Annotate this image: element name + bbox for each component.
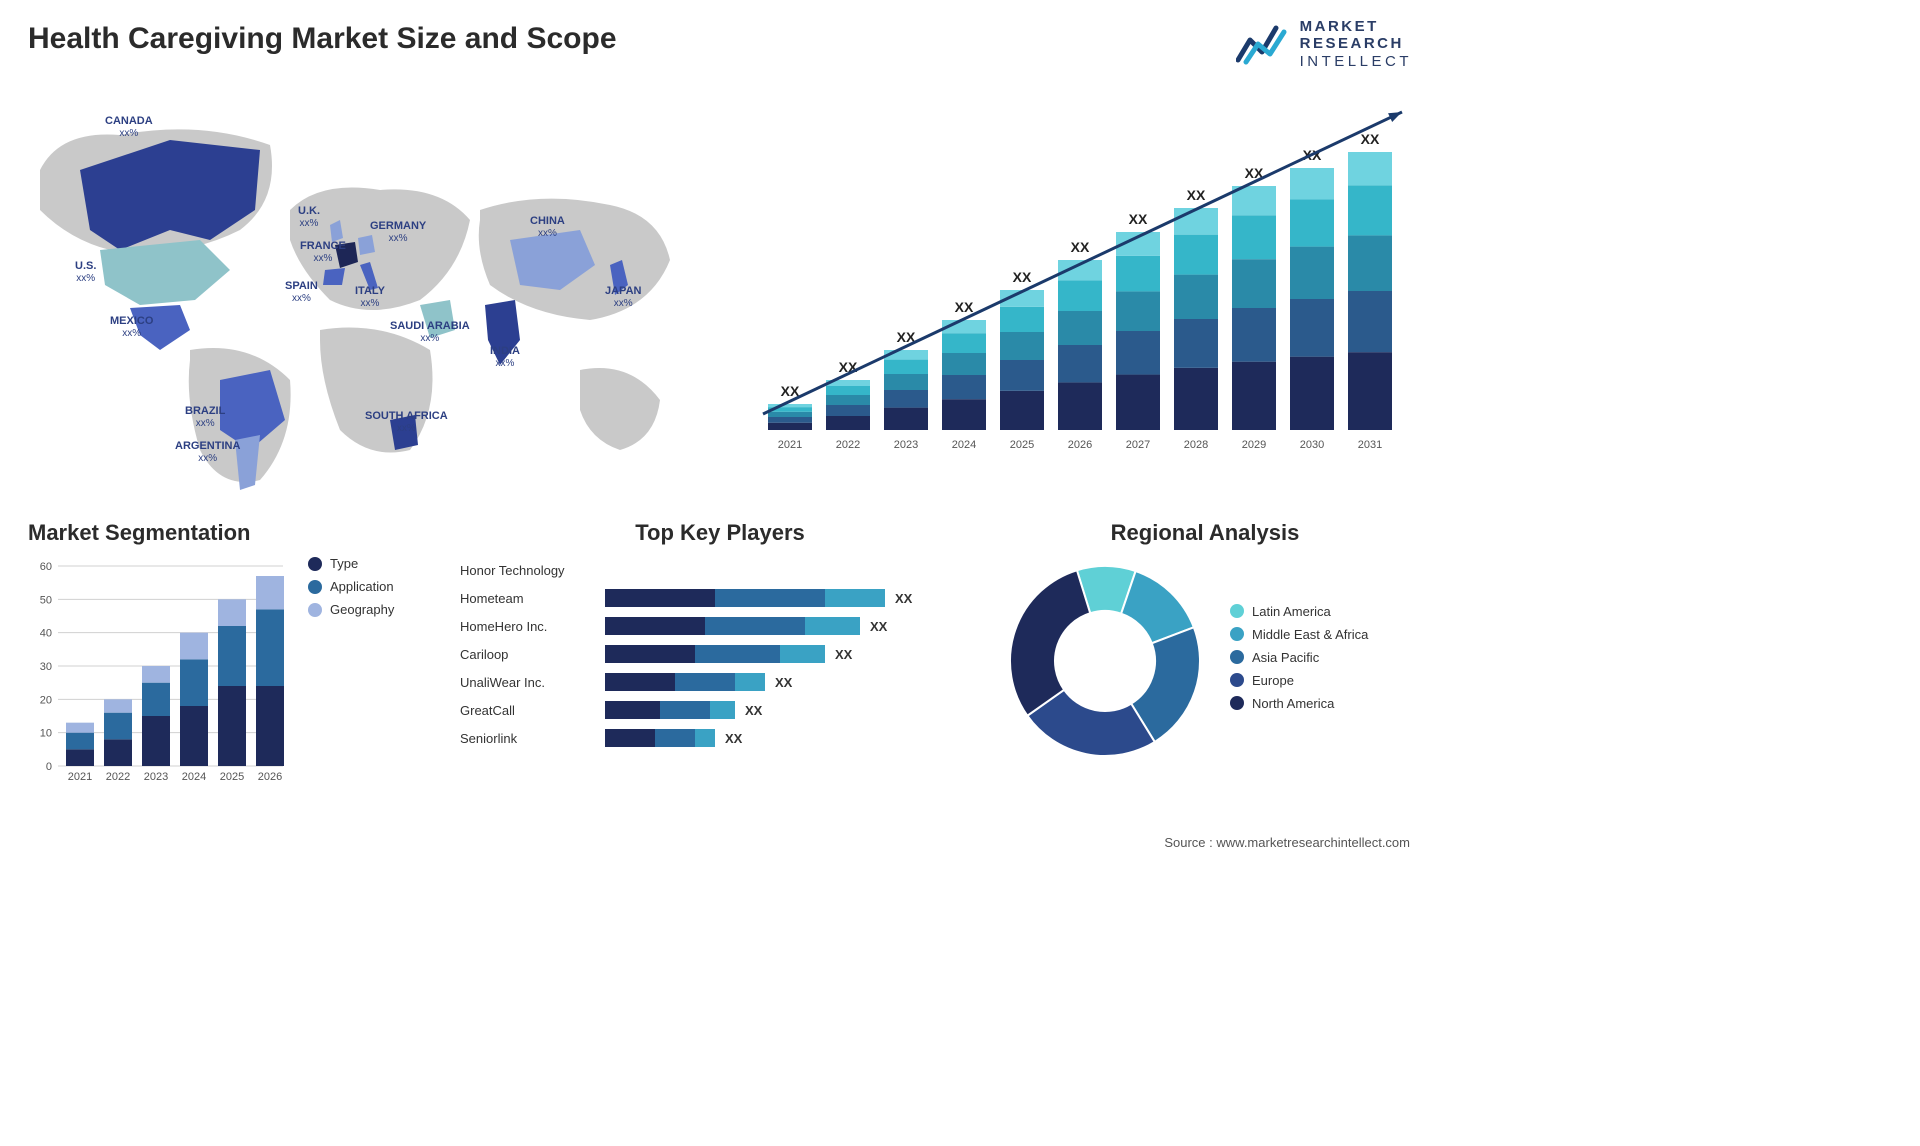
regional-legend-item: North America: [1230, 696, 1368, 711]
segmentation-chart: 0 10 20 30 40 50 60 2021 2022 2023 2024 2025 2026: [28, 556, 288, 786]
logo-mark-icon: [1236, 22, 1290, 66]
map-label-southafrica: SOUTH AFRICAxx%: [365, 410, 448, 434]
regional-donut: [1000, 556, 1210, 766]
world-map: CANADAxx% U.S.xx% MEXICOxx% BRAZILxx% ARGENT…: [20, 90, 710, 490]
svg-text:XX: XX: [1013, 269, 1032, 285]
map-label-france: FRANCExx%: [300, 240, 346, 264]
svg-text:2022: 2022: [106, 771, 130, 783]
svg-text:2030: 2030: [1300, 439, 1324, 451]
svg-text:60: 60: [40, 561, 52, 573]
player-value: XX: [775, 675, 792, 690]
player-row: Honor Technology: [460, 556, 980, 584]
player-value: XX: [745, 703, 762, 718]
logo-line1: MARKET: [1300, 18, 1412, 35]
player-value: XX: [835, 647, 852, 662]
svg-text:50: 50: [40, 594, 52, 606]
svg-text:2021: 2021: [778, 439, 802, 451]
svg-text:2024: 2024: [952, 439, 976, 451]
svg-text:2026: 2026: [258, 771, 282, 783]
player-label: HomeHero Inc.: [460, 619, 605, 634]
map-country-spain: [323, 268, 345, 285]
player-label: Honor Technology: [460, 563, 605, 578]
logo-line3: INTELLECT: [1300, 53, 1412, 70]
page-title: Health Caregiving Market Size and Scope: [28, 22, 617, 56]
player-value: XX: [725, 731, 742, 746]
player-row: HomeHero Inc. XX: [460, 612, 980, 640]
svg-text:XX: XX: [1361, 131, 1380, 147]
svg-text:2023: 2023: [144, 771, 168, 783]
regional-legend-item: Europe: [1230, 673, 1368, 688]
map-label-mexico: MEXICOxx%: [110, 315, 153, 339]
svg-text:40: 40: [40, 628, 52, 640]
map-label-china: CHINAxx%: [530, 215, 565, 239]
map-label-saudiarabia: SAUDI ARABIAxx%: [390, 320, 470, 344]
seg-legend-geography: Geography: [308, 602, 394, 617]
players-title: Top Key Players: [460, 520, 980, 546]
svg-text:0: 0: [46, 761, 52, 773]
map-label-uk: U.K.xx%: [298, 205, 320, 229]
svg-text:2026: 2026: [1068, 439, 1092, 451]
player-label: GreatCall: [460, 703, 605, 718]
map-label-canada: CANADAxx%: [105, 115, 153, 139]
segmentation-title: Market Segmentation: [28, 520, 438, 546]
svg-text:2028: 2028: [1184, 439, 1208, 451]
map-label-us: U.S.xx%: [75, 260, 96, 284]
market-size-chart-svg: XX2021XX2022XX2023XX2024XX2025XX2026XX20…: [750, 90, 1410, 470]
map-label-japan: JAPANxx%: [605, 285, 641, 309]
player-label: Seniorlink: [460, 731, 605, 746]
regional-legend-item: Middle East & Africa: [1230, 627, 1368, 642]
players-section: Top Key Players Honor Technology Hometeam…: [460, 520, 980, 800]
svg-text:30: 30: [40, 661, 52, 673]
player-label: UnaliWear Inc.: [460, 675, 605, 690]
player-row: UnaliWear Inc. XX: [460, 668, 980, 696]
donut-slice: [1010, 570, 1090, 716]
player-label: Cariloop: [460, 647, 605, 662]
svg-text:2031: 2031: [1358, 439, 1382, 451]
svg-text:2025: 2025: [220, 771, 244, 783]
player-row: GreatCall XX: [460, 696, 980, 724]
seg-legend-type: Type: [308, 556, 394, 571]
logo-text: MARKET RESEARCH INTELLECT: [1300, 18, 1412, 70]
svg-text:2022: 2022: [836, 439, 860, 451]
segmentation-section: Market Segmentation 0 10 20 30 40 50 60 2021 202…: [28, 520, 438, 800]
regional-legend: Latin America Middle East & Africa Asia Pa…: [1230, 604, 1368, 719]
player-label: Hometeam: [460, 591, 605, 606]
regional-legend-item: Latin America: [1230, 604, 1368, 619]
svg-text:20: 20: [40, 694, 52, 706]
regional-section: Regional Analysis Latin America Middle Ea…: [1000, 520, 1410, 800]
market-size-chart: XX2021XX2022XX2023XX2024XX2025XX2026XX20…: [750, 90, 1410, 470]
svg-text:2025: 2025: [1010, 439, 1034, 451]
svg-text:2024: 2024: [182, 771, 206, 783]
map-label-india: INDIAxx%: [490, 345, 520, 369]
brand-logo: MARKET RESEARCH INTELLECT: [1236, 18, 1412, 70]
svg-text:2021: 2021: [68, 771, 92, 783]
map-label-italy: ITALYxx%: [355, 285, 385, 309]
svg-text:2027: 2027: [1126, 439, 1150, 451]
source-text: Source : www.marketresearchintellect.com: [1164, 835, 1410, 850]
svg-text:XX: XX: [1071, 239, 1090, 255]
map-label-argentina: ARGENTINAxx%: [175, 440, 240, 464]
svg-text:2023: 2023: [894, 439, 918, 451]
player-row: Seniorlink XX: [460, 724, 980, 752]
regional-legend-item: Asia Pacific: [1230, 650, 1368, 665]
player-row: Cariloop XX: [460, 640, 980, 668]
player-value: XX: [895, 591, 912, 606]
regional-title: Regional Analysis: [1000, 520, 1410, 546]
seg-legend-application: Application: [308, 579, 394, 594]
svg-text:XX: XX: [1129, 211, 1148, 227]
map-label-spain: SPAINxx%: [285, 280, 318, 304]
svg-text:XX: XX: [1187, 187, 1206, 203]
svg-text:10: 10: [40, 728, 52, 740]
map-country-usa: [100, 240, 230, 305]
segmentation-legend: Type Application Geography: [308, 556, 394, 786]
logo-line2: RESEARCH: [1300, 35, 1412, 52]
player-row: Hometeam XX: [460, 584, 980, 612]
svg-text:XX: XX: [955, 299, 974, 315]
map-label-germany: GERMANYxx%: [370, 220, 426, 244]
svg-text:2029: 2029: [1242, 439, 1266, 451]
player-value: XX: [870, 619, 887, 634]
players-list: Honor Technology Hometeam XX HomeHero Inc. X…: [460, 556, 980, 752]
map-label-brazil: BRAZILxx%: [185, 405, 225, 429]
